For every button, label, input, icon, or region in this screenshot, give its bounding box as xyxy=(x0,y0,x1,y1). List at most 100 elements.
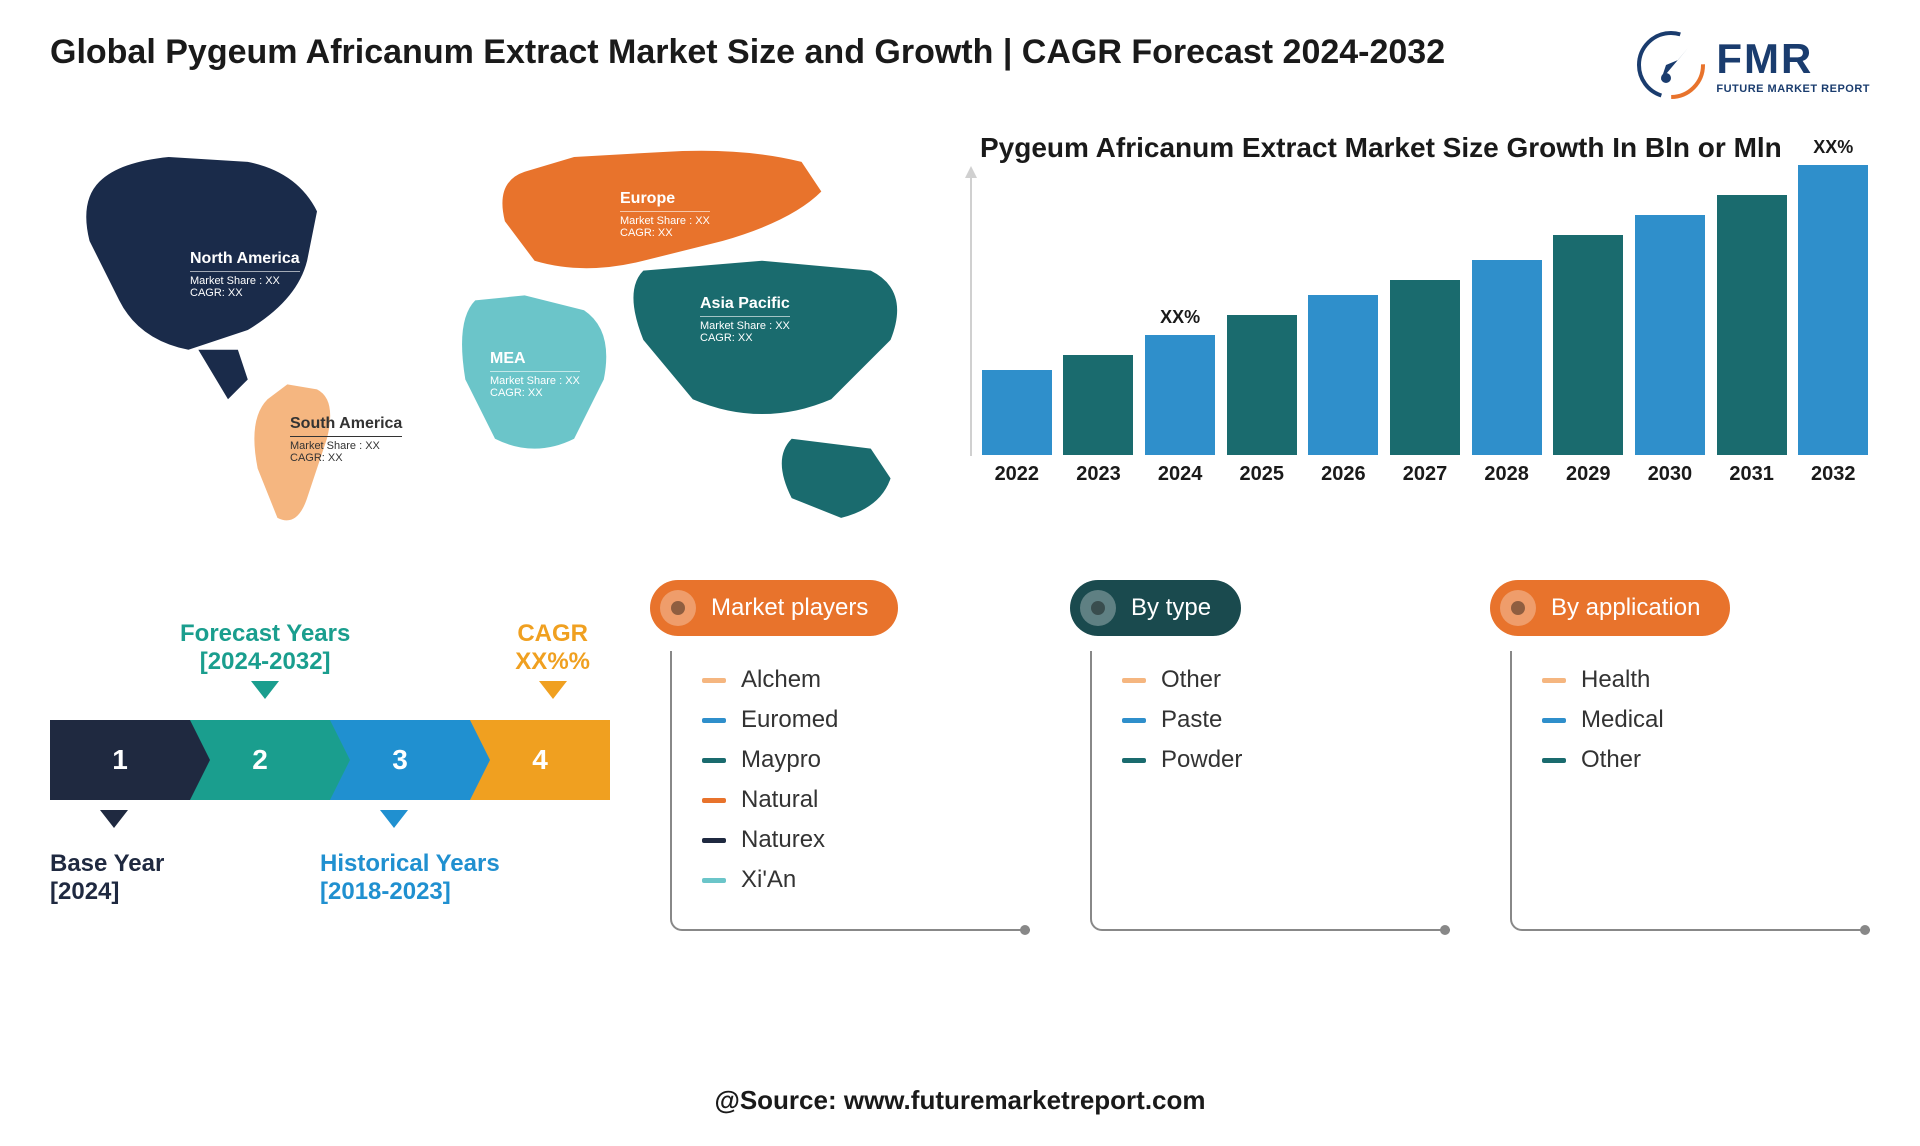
by-application-column: By application HealthMedicalOther xyxy=(1490,580,1870,931)
arrow-down-icon xyxy=(100,810,128,828)
timeline-segment-2: 2 xyxy=(190,720,330,800)
list-item-label: Medical xyxy=(1581,706,1664,734)
bar-2025: 2025 xyxy=(1225,315,1299,486)
bar-2028: 2028 xyxy=(1470,260,1544,486)
marker-icon xyxy=(702,758,726,763)
bar xyxy=(1798,165,1868,455)
bar-year-label: 2022 xyxy=(995,463,1040,486)
bar-2024: XX%2024 xyxy=(1143,335,1217,486)
bar xyxy=(982,370,1052,455)
list-item: Natural xyxy=(702,786,1030,814)
list-item: Paste xyxy=(1122,706,1450,734)
map-svg xyxy=(50,120,940,540)
bar xyxy=(1227,315,1297,455)
dot-icon xyxy=(1080,590,1116,626)
bar-2029: 2029 xyxy=(1551,235,1625,486)
source-text: @Source: www.futuremarketreport.com xyxy=(714,1085,1205,1116)
list-item: Alchem xyxy=(702,666,1030,694)
world-map: North America Market Share : XX CAGR: XX… xyxy=(50,120,940,540)
bar-year-label: 2023 xyxy=(1076,463,1121,486)
region-north-america: North America Market Share : XX CAGR: XX xyxy=(190,250,300,299)
top-section: North America Market Share : XX CAGR: XX… xyxy=(50,120,1870,540)
bar-year-label: 2024 xyxy=(1158,463,1203,486)
marker-icon xyxy=(702,678,726,683)
list-item: Health xyxy=(1542,666,1870,694)
bar-2026: 2026 xyxy=(1307,295,1381,486)
dot-icon xyxy=(660,590,696,626)
bar-year-label: 2032 xyxy=(1811,463,1856,486)
list-item-label: Xi'An xyxy=(741,866,796,894)
list-item-label: Euromed xyxy=(741,706,838,734)
list-item: Euromed xyxy=(702,706,1030,734)
list-item-label: Naturex xyxy=(741,826,825,854)
list-item: Other xyxy=(1542,746,1870,774)
list-item: Maypro xyxy=(702,746,1030,774)
bar-chart-area: Pygeum Africanum Extract Market Size Gro… xyxy=(980,120,1870,540)
page-title: Global Pygeum Africanum Extract Market S… xyxy=(50,30,1445,74)
arrow-down-icon xyxy=(251,681,279,699)
list-item-label: Paste xyxy=(1161,706,1222,734)
bar-2030: 2030 xyxy=(1633,215,1707,486)
market-players-list: Alchem Euromed Maypro Natural Naturex Xi'An xyxy=(670,651,1030,931)
list-item: Powder xyxy=(1122,746,1450,774)
list-item-label: Other xyxy=(1581,746,1641,774)
marker-icon xyxy=(1122,718,1146,723)
bar-annotation: XX% xyxy=(1813,137,1853,158)
bar xyxy=(1390,280,1460,455)
timeline: Forecast Years [2024-2032] CAGR XX%% 123… xyxy=(50,580,610,930)
bar-year-label: 2026 xyxy=(1321,463,1366,486)
list-item-label: Powder xyxy=(1161,746,1242,774)
y-axis xyxy=(970,176,972,456)
bar xyxy=(1145,335,1215,455)
bar xyxy=(1308,295,1378,455)
list-item: Naturex xyxy=(702,826,1030,854)
arrow-down-icon xyxy=(380,810,408,828)
arrow-down-icon xyxy=(539,681,567,699)
bar xyxy=(1553,235,1623,455)
list-item-label: Alchem xyxy=(741,666,821,694)
logo: FMR FUTURE MARKET REPORT xyxy=(1636,30,1870,100)
by-application-list: Health Medical Other xyxy=(1510,651,1870,931)
by-type-column: By type Other Paste Powder xyxy=(1070,580,1450,931)
bar xyxy=(1472,260,1542,455)
chart-title: Pygeum Africanum Extract Market Size Gro… xyxy=(980,130,1870,166)
by-type-list: Other Paste Powder xyxy=(1090,651,1450,931)
list-item-label: Other xyxy=(1161,666,1221,694)
market-players-column: Market players Alchem Euromed Maypro Natura… xyxy=(650,580,1030,931)
list-item-label: Health xyxy=(1581,666,1650,694)
bar-year-label: 2031 xyxy=(1729,463,1774,486)
bar xyxy=(1717,195,1787,455)
market-players-pill: Market players xyxy=(650,580,898,636)
logo-icon xyxy=(1636,30,1706,100)
bar xyxy=(1635,215,1705,455)
bar-year-label: 2030 xyxy=(1648,463,1693,486)
list-item: Medical xyxy=(1542,706,1870,734)
timeline-segment-3: 3 xyxy=(330,720,470,800)
list-item: Other xyxy=(1122,666,1450,694)
marker-icon xyxy=(1122,758,1146,763)
bar-year-label: 2027 xyxy=(1403,463,1448,486)
marker-icon xyxy=(702,718,726,723)
marker-icon xyxy=(1542,758,1566,763)
bottom-section: Forecast Years [2024-2032] CAGR XX%% 123… xyxy=(50,580,1870,931)
bar-2032: XX%2032 xyxy=(1796,165,1870,486)
forecast-label: Forecast Years [2024-2032] xyxy=(180,620,350,699)
cagr-label: CAGR XX%% xyxy=(515,620,590,699)
dot-icon xyxy=(1500,590,1536,626)
region-europe: Europe Market Share : XX CAGR: XX xyxy=(620,190,710,239)
by-type-pill: By type xyxy=(1070,580,1241,636)
bar-chart: 2022 2023 XX%2024 2025 2026 2027 2028 2029 2030 2… xyxy=(980,186,1870,486)
bar-year-label: 2025 xyxy=(1239,463,1284,486)
region-asia-pacific: Asia Pacific Market Share : XX CAGR: XX xyxy=(700,295,790,344)
list-item-label: Natural xyxy=(741,786,818,814)
marker-icon xyxy=(1122,678,1146,683)
logo-text-main: FMR xyxy=(1716,35,1870,83)
timeline-bar: 1234 xyxy=(50,720,610,800)
bar-2027: 2027 xyxy=(1388,280,1462,486)
region-south-america: South America Market Share : XX CAGR: XX xyxy=(290,415,402,464)
bar-2023: 2023 xyxy=(1062,355,1136,486)
bar-2031: 2031 xyxy=(1715,195,1789,486)
list-item: Xi'An xyxy=(702,866,1030,894)
bar-2022: 2022 xyxy=(980,370,1054,486)
bar-year-label: 2029 xyxy=(1566,463,1611,486)
